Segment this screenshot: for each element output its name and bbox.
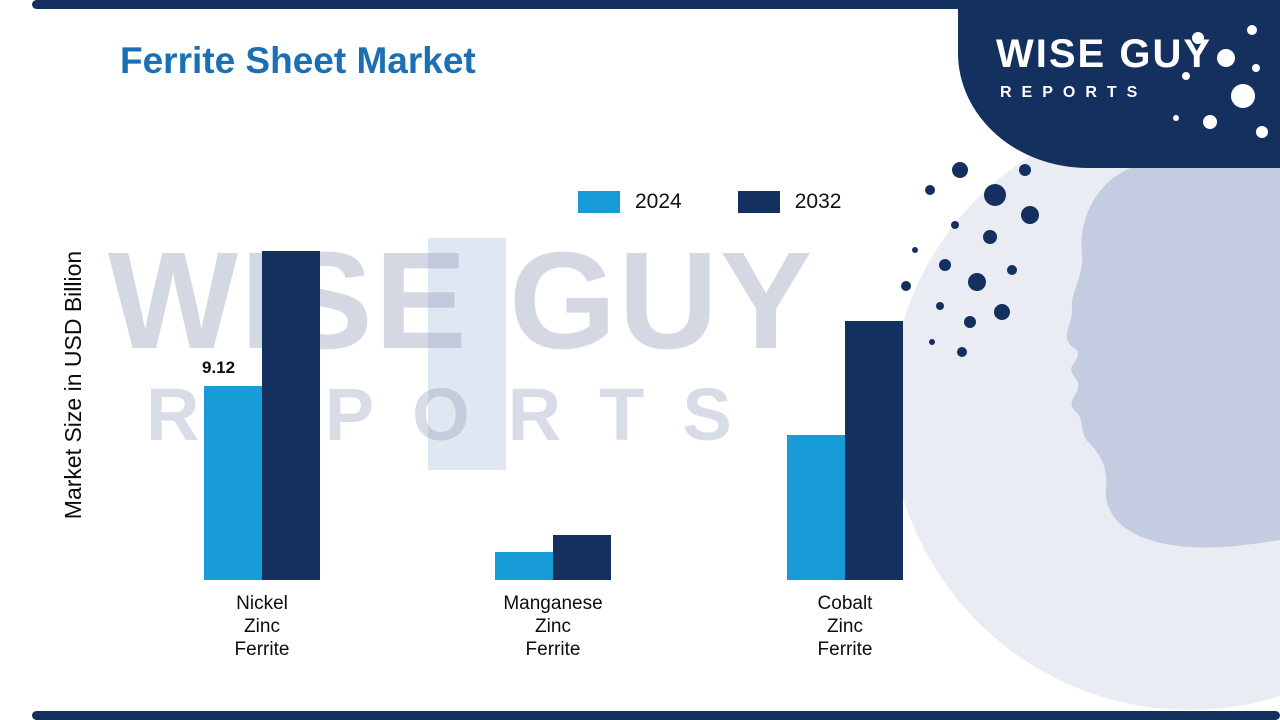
bar-2032-manganese-zinc-ferrite bbox=[553, 535, 611, 580]
legend-item-2024: 2024 bbox=[578, 190, 682, 214]
watermark-accent-box bbox=[428, 238, 506, 470]
page-title: Ferrite Sheet Market bbox=[120, 40, 476, 81]
bar-2032-nickel-zinc-ferrite bbox=[262, 251, 320, 580]
bar-value-label: 9.12 bbox=[202, 358, 236, 377]
legend-label-2032: 2032 bbox=[794, 190, 842, 213]
bar-2024-nickel-zinc-ferrite bbox=[204, 386, 262, 580]
bar-group-manganese-zinc-ferrite: Manganese Zinc Ferrite bbox=[495, 240, 611, 660]
watermark-text-wise-guy: WISE GUY bbox=[108, 224, 815, 378]
legend-swatch-2032 bbox=[737, 191, 780, 213]
bar-group-nickel-zinc-ferrite: Nickel Zinc Ferrite 9.12 bbox=[202, 240, 320, 660]
legend-swatch-2024 bbox=[578, 191, 620, 213]
plot-area: Nickel Zinc Ferrite 9.12 Manganese Zinc Ferrit… bbox=[0, 240, 1000, 660]
brand-logo-reports: REPORTS bbox=[1000, 84, 1148, 101]
category-label-nickel-zinc-ferrite: Nickel Zinc Ferrite bbox=[234, 593, 290, 660]
bar-2032-cobalt-zinc-ferrite bbox=[845, 321, 903, 580]
bars-row bbox=[495, 240, 611, 580]
legend-item-2032: 2032 bbox=[737, 190, 842, 214]
legend-label-2024: 2024 bbox=[635, 190, 682, 213]
bars-row bbox=[204, 240, 320, 580]
bar-group-cobalt-zinc-ferrite: Cobalt Zinc Ferrite bbox=[787, 240, 903, 660]
bars-row bbox=[787, 240, 903, 580]
y-axis-label: Market Size in USD Billion bbox=[60, 250, 86, 520]
brand-logo-wise-guy: WISE GUY bbox=[996, 32, 1213, 76]
top-border-strip bbox=[32, 0, 1280, 9]
category-label-manganese-zinc-ferrite: Manganese Zinc Ferrite bbox=[503, 593, 603, 660]
bar-2024-manganese-zinc-ferrite bbox=[495, 552, 553, 580]
brand-logo: WISE GUY REPORTS bbox=[958, 0, 1280, 168]
bar-2024-cobalt-zinc-ferrite bbox=[787, 435, 845, 580]
bottom-border-strip bbox=[32, 711, 1280, 720]
legend: 2024 2032 bbox=[578, 190, 841, 214]
category-label-cobalt-zinc-ferrite: Cobalt Zinc Ferrite bbox=[817, 593, 873, 660]
